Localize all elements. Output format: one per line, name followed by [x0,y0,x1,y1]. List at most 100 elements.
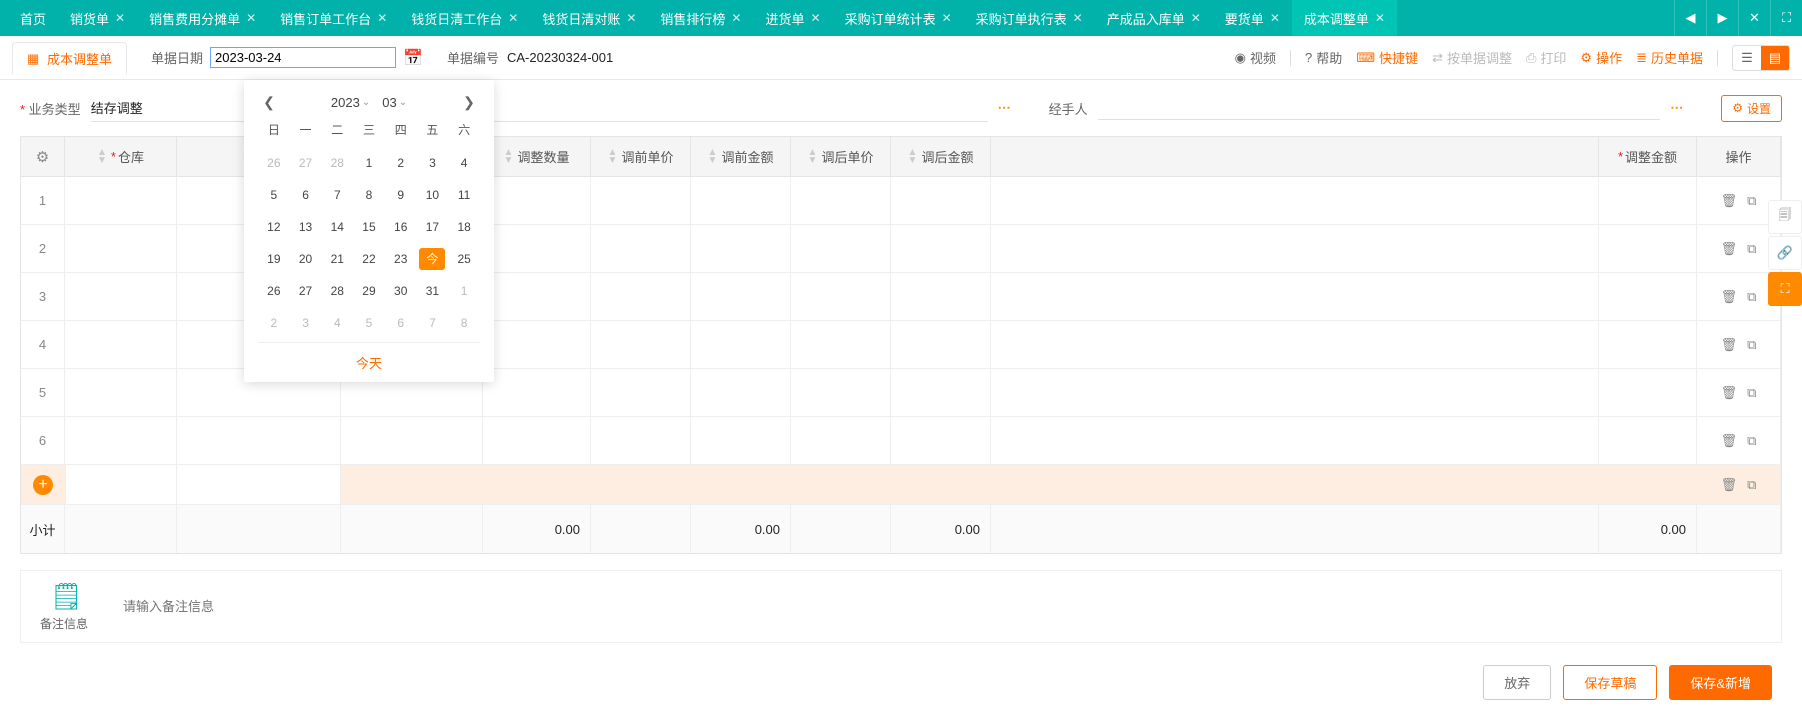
col-pre-amount[interactable]: ▲▼调前金额 [691,137,791,176]
tab-control-btn[interactable]: ▶ [1706,0,1738,36]
next-month-icon[interactable]: ❯ [460,94,478,111]
tab-close-icon[interactable]: ✕ [1375,11,1385,25]
calendar-day[interactable]: 27 [293,152,319,174]
cell-post-amount[interactable] [891,225,991,272]
video-link[interactable]: ◉ 视频 [1235,48,1276,67]
calendar-day[interactable]: 15 [356,216,382,238]
delete-row-icon[interactable]: 🗑 [1721,337,1738,353]
cell-post-price[interactable] [791,417,891,464]
tab-control-btn[interactable]: ✕ [1738,0,1770,36]
top-tab[interactable]: 销货单✕ [58,0,137,36]
top-tab[interactable]: 成本调整单✕ [1292,0,1397,36]
cell-post-amount[interactable] [891,369,991,416]
cell-post-amount[interactable] [891,417,991,464]
warehouse-select[interactable]: 选择... [412,94,988,122]
tab-close-icon[interactable]: ✕ [377,11,387,25]
copy-row-icon[interactable]: ⧉ [1747,337,1756,353]
col-warehouse[interactable]: ▲▼*仓库 [65,137,177,176]
copy-row-icon[interactable]: ⧉ [1747,289,1756,305]
warehouse-more-icon[interactable]: ⋯ [998,100,1013,116]
handler-more-icon[interactable]: ⋯ [1670,100,1685,116]
help-link[interactable]: ? 帮助 [1305,48,1342,67]
calendar-day[interactable]: 6 [293,184,319,206]
tab-control-btn[interactable]: ⛶ [1770,0,1802,36]
date-input[interactable] [211,48,395,67]
top-tab[interactable]: 进货单✕ [753,0,832,36]
delete-row-icon[interactable]: 🗑 [1721,385,1738,401]
calendar-day[interactable]: 2 [261,312,287,334]
cell-post-price[interactable] [791,369,891,416]
cell-post-price[interactable] [791,273,891,320]
tab-close-icon[interactable]: ✕ [1073,11,1083,25]
tab-close-icon[interactable]: ✕ [811,11,821,25]
calendar-day[interactable]: 3 [419,152,445,174]
calendar-day[interactable]: 26 [261,280,287,302]
tab-close-icon[interactable]: ✕ [246,11,256,25]
calendar-day[interactable]: 23 [388,248,414,270]
calendar-day[interactable]: 20 [293,248,319,270]
calendar-day[interactable]: 12 [261,216,287,238]
calendar-day[interactable]: 4 [324,312,350,334]
tab-close-icon[interactable]: ✕ [508,11,518,25]
calendar-day[interactable]: 14 [324,216,350,238]
calendar-icon[interactable]: 📅 [403,48,423,68]
tab-close-icon[interactable]: ✕ [115,11,125,25]
col-post-price[interactable]: ▲▼调后单价 [791,137,891,176]
calendar-day[interactable]: 17 [419,216,445,238]
cell-adj-amount[interactable] [1599,177,1697,224]
side-note-icon[interactable]: 🗐 [1768,200,1802,234]
delete-row-icon[interactable]: 🗑 [1721,241,1738,257]
shortcut-btn[interactable]: ⌨ 快捷键 [1356,48,1418,67]
calendar-day[interactable]: 26 [261,152,287,174]
cell-pre-amount[interactable] [691,177,791,224]
tab-close-icon[interactable]: ✕ [1270,11,1280,25]
cell-adj-amount[interactable] [1599,273,1697,320]
side-link-icon[interactable]: 🔗 [1768,236,1802,270]
calendar-day[interactable]: 11 [451,184,477,206]
cell-adj-qty[interactable] [483,369,591,416]
top-tab[interactable]: 钱货日清工作台✕ [399,0,530,36]
document-tab[interactable]: ▦ 成本调整单 [12,42,127,74]
col-adj-amount[interactable]: *调整金额 [1599,137,1697,176]
calendar-day[interactable]: 22 [356,248,382,270]
delete-row-icon[interactable]: 🗑 [1721,433,1738,449]
handler-select[interactable] [1098,96,1661,120]
calendar-day[interactable]: 28 [324,152,350,174]
col-post-amount[interactable]: ▲▼调后金额 [891,137,991,176]
calendar-day[interactable]: 8 [451,312,477,334]
cell-post-price[interactable] [791,321,891,368]
calendar-day[interactable]: 31 [419,280,445,302]
calendar-day[interactable]: 28 [324,280,350,302]
tab-close-icon[interactable]: ✕ [731,11,741,25]
by-doc-btn[interactable]: ⇄ 按单据调整 [1432,48,1512,67]
cell-adj-qty[interactable] [483,177,591,224]
operate-btn[interactable]: ⚙ 操作 [1580,48,1622,67]
cell-post-price[interactable] [791,225,891,272]
calendar-day[interactable]: 18 [451,216,477,238]
cell-warehouse[interactable] [65,177,177,224]
save-draft-button[interactable]: 保存草稿 [1563,665,1657,700]
cell-warehouse[interactable] [65,417,177,464]
cell-pre-amount[interactable] [691,225,791,272]
calendar-day[interactable]: 30 [388,280,414,302]
cell-product[interactable] [177,417,341,464]
calendar-day[interactable]: 9 [388,184,414,206]
calendar-day[interactable]: 19 [261,248,287,270]
calendar-day[interactable]: 5 [356,312,382,334]
discard-button[interactable]: 放弃 [1483,665,1551,700]
calendar-day[interactable]: 4 [451,152,477,174]
cell-pre-amount[interactable] [691,321,791,368]
remark-input[interactable] [107,579,1781,634]
copy-row-icon[interactable]: ⧉ [1747,477,1756,493]
tab-control-btn[interactable]: ◀ [1674,0,1706,36]
cell-pre-price[interactable] [591,369,691,416]
cell-adj-qty[interactable] [483,273,591,320]
cell-post-amount[interactable] [891,273,991,320]
cell-pre-amount[interactable] [691,417,791,464]
tab-close-icon[interactable]: ✕ [626,11,636,25]
cell-warehouse[interactable] [65,321,177,368]
prev-month-icon[interactable]: ❮ [260,94,278,111]
calendar-day[interactable]: 7 [324,184,350,206]
calendar-day[interactable]: 16 [388,216,414,238]
calendar-day[interactable]: 13 [293,216,319,238]
